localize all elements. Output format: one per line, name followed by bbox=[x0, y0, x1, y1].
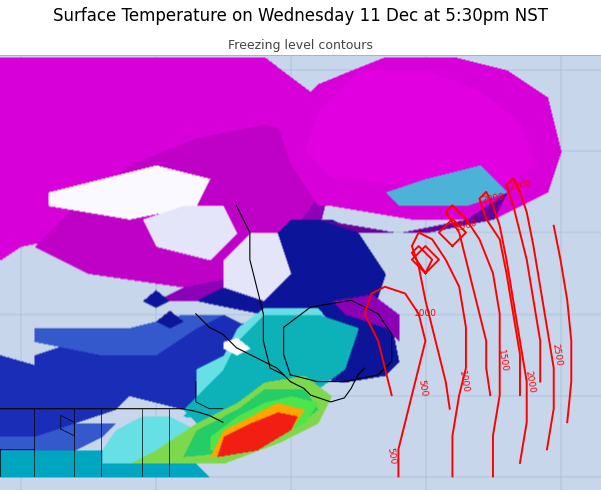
Text: 2500: 2500 bbox=[508, 179, 532, 192]
Text: 2500: 2500 bbox=[550, 343, 563, 367]
Text: 1000: 1000 bbox=[457, 369, 469, 393]
Text: Freezing level contours: Freezing level contours bbox=[228, 39, 373, 51]
Text: 2000: 2000 bbox=[481, 192, 505, 205]
Text: 500: 500 bbox=[386, 447, 398, 465]
Text: 2000: 2000 bbox=[523, 369, 536, 393]
Text: Surface Temperature on Wednesday 11 Dec at 5:30pm NST: Surface Temperature on Wednesday 11 Dec … bbox=[53, 7, 548, 25]
Text: 1000: 1000 bbox=[414, 309, 437, 318]
Text: 1500: 1500 bbox=[496, 349, 509, 373]
Text: 1500: 1500 bbox=[454, 219, 478, 233]
Text: 500: 500 bbox=[417, 379, 429, 398]
